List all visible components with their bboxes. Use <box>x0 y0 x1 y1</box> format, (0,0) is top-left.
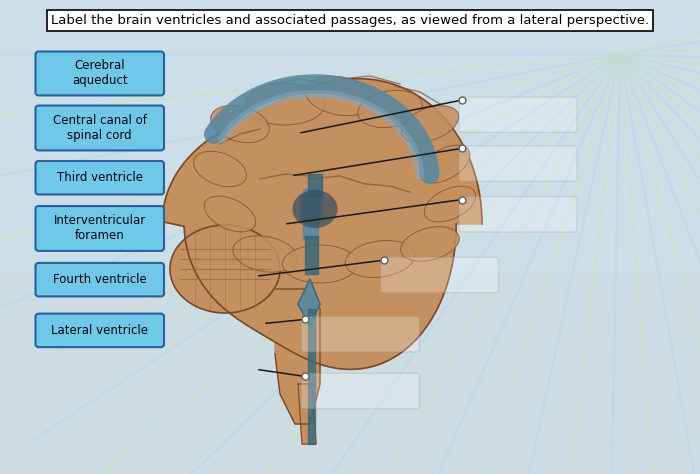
Polygon shape <box>298 279 320 326</box>
Text: Central canal of
spinal cord: Central canal of spinal cord <box>52 114 147 142</box>
FancyBboxPatch shape <box>36 314 164 347</box>
Polygon shape <box>300 194 321 219</box>
FancyBboxPatch shape <box>381 257 498 292</box>
Polygon shape <box>275 289 320 424</box>
Polygon shape <box>305 236 318 274</box>
Ellipse shape <box>211 105 270 143</box>
Ellipse shape <box>400 227 459 261</box>
Text: Label the brain ventricles and associated passages, as viewed from a lateral per: Label the brain ventricles and associate… <box>51 14 649 27</box>
Ellipse shape <box>358 91 422 128</box>
FancyBboxPatch shape <box>36 206 164 251</box>
Text: Fourth ventricle: Fourth ventricle <box>53 273 146 286</box>
Polygon shape <box>303 189 318 239</box>
Ellipse shape <box>401 106 458 142</box>
Polygon shape <box>162 79 482 369</box>
Polygon shape <box>308 309 315 384</box>
Ellipse shape <box>305 76 374 116</box>
FancyBboxPatch shape <box>459 97 577 132</box>
Ellipse shape <box>293 190 337 228</box>
Ellipse shape <box>194 151 246 187</box>
Polygon shape <box>308 174 322 196</box>
Bar <box>0 274 700 474</box>
Ellipse shape <box>345 240 414 277</box>
FancyBboxPatch shape <box>302 317 419 352</box>
Text: Third ventricle: Third ventricle <box>57 171 143 184</box>
FancyBboxPatch shape <box>459 197 577 232</box>
Ellipse shape <box>170 225 280 313</box>
Ellipse shape <box>204 196 256 232</box>
FancyBboxPatch shape <box>36 263 164 296</box>
Text: Cerebral
aqueduct: Cerebral aqueduct <box>72 59 127 88</box>
Ellipse shape <box>245 83 325 125</box>
FancyBboxPatch shape <box>36 106 164 150</box>
Text: Interventricular
foramen: Interventricular foramen <box>54 214 146 243</box>
Ellipse shape <box>424 186 476 222</box>
FancyBboxPatch shape <box>36 52 164 95</box>
Polygon shape <box>298 384 316 444</box>
FancyBboxPatch shape <box>302 374 419 409</box>
Ellipse shape <box>233 236 298 272</box>
Polygon shape <box>308 384 315 444</box>
Ellipse shape <box>283 245 358 283</box>
FancyBboxPatch shape <box>459 146 577 181</box>
Ellipse shape <box>420 145 470 183</box>
FancyBboxPatch shape <box>36 161 164 194</box>
Text: Lateral ventricle: Lateral ventricle <box>51 324 148 337</box>
